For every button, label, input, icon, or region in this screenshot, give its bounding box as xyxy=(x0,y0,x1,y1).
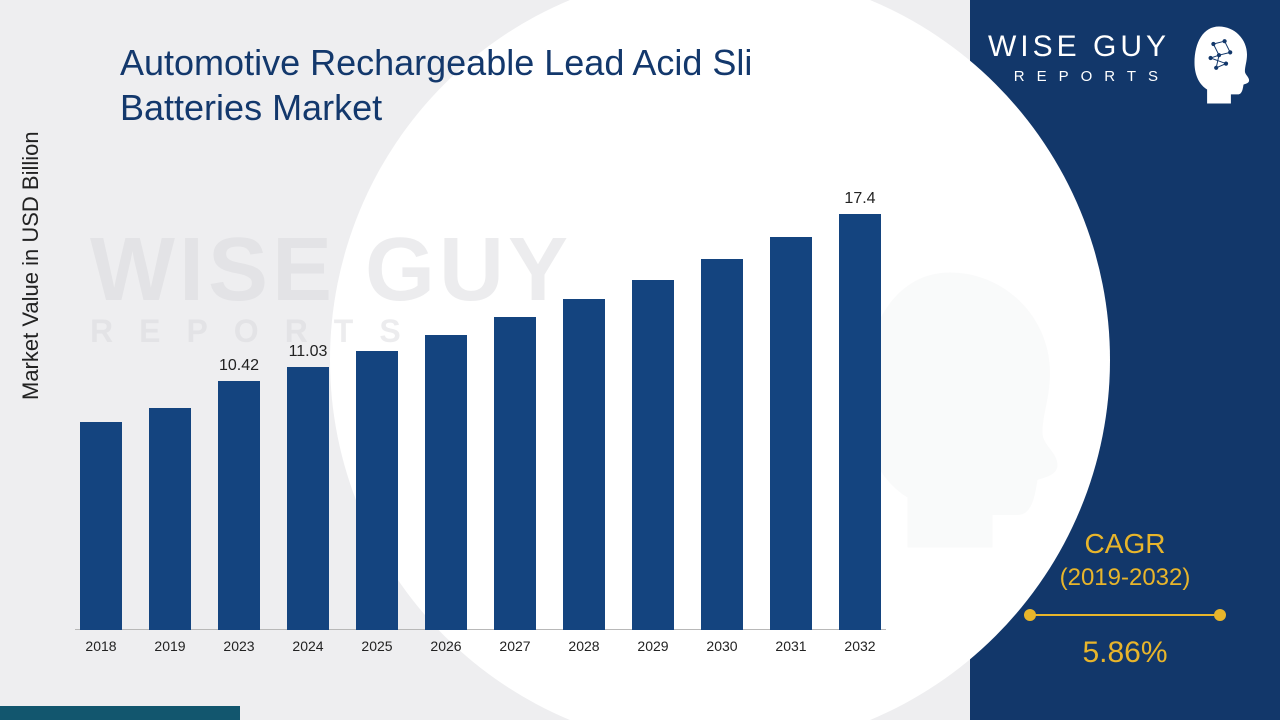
bar xyxy=(494,317,536,630)
footer-accent-bar xyxy=(0,706,240,720)
chart-title: Automotive Rechargeable Lead Acid Sli Ba… xyxy=(120,40,840,130)
cagr-value: 5.86% xyxy=(970,636,1280,670)
x-tick-label: 2028 xyxy=(554,638,614,654)
x-tick-label: 2031 xyxy=(761,638,821,654)
logo: WISE GUY REPORTS xyxy=(910,30,1170,85)
cagr-label: CAGR xyxy=(970,528,1280,560)
bar xyxy=(563,299,605,630)
chart-area: Automotive Rechargeable Lead Acid Sli Ba… xyxy=(0,0,970,720)
bar: 11.03 xyxy=(287,367,329,630)
bar xyxy=(632,280,674,630)
cagr-range: (2019-2032) xyxy=(970,564,1280,592)
bar xyxy=(425,335,467,630)
logo-head-icon xyxy=(1184,20,1254,110)
x-tick-label: 2026 xyxy=(416,638,476,654)
bar xyxy=(770,237,812,630)
stage: /* fix layering: panel z1, white circle … xyxy=(0,0,1280,720)
logo-line1: WISE GUY xyxy=(910,30,1170,64)
bar xyxy=(356,351,398,630)
bar-value-label: 10.42 xyxy=(218,357,260,375)
x-axis-baseline xyxy=(75,629,886,630)
bar xyxy=(149,408,191,630)
x-tick-label: 2029 xyxy=(623,638,683,654)
bar: 10.42 xyxy=(218,381,260,630)
bar-value-label: 17.4 xyxy=(839,190,881,208)
x-tick-label: 2025 xyxy=(347,638,407,654)
x-tick-label: 2019 xyxy=(140,638,200,654)
y-axis-label: Market Value in USD Billion xyxy=(18,131,44,400)
logo-line2: REPORTS xyxy=(910,68,1170,85)
x-tick-label: 2032 xyxy=(830,638,890,654)
x-tick-label: 2024 xyxy=(278,638,338,654)
bar xyxy=(80,422,122,630)
cagr-block: CAGR (2019-2032) 5.86% xyxy=(970,528,1280,670)
bar: 17.4 xyxy=(839,214,881,630)
x-tick-label: 2018 xyxy=(71,638,131,654)
plot: 2018201910.42202311.03202420252026202720… xyxy=(75,200,886,630)
x-tick-label: 2023 xyxy=(209,638,269,654)
x-tick-label: 2030 xyxy=(692,638,752,654)
bar xyxy=(701,259,743,630)
cagr-divider xyxy=(1030,614,1220,616)
x-tick-label: 2027 xyxy=(485,638,545,654)
bar-value-label: 11.03 xyxy=(287,343,329,361)
